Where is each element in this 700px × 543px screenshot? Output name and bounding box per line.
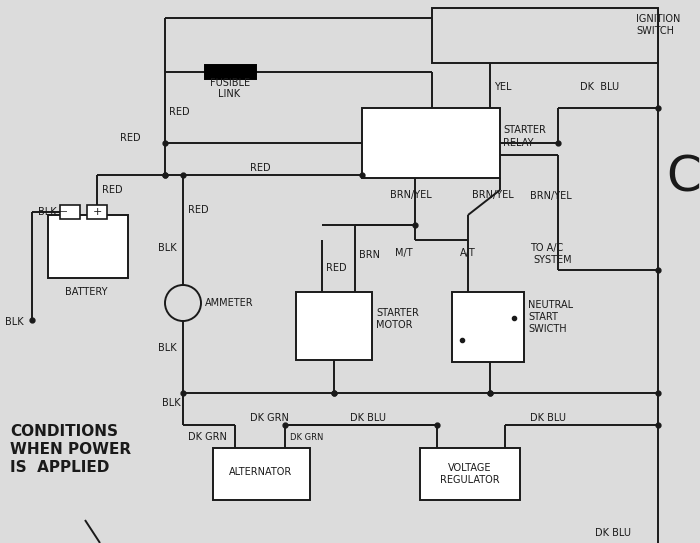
Text: STARTER: STARTER — [503, 125, 546, 135]
Text: START: START — [528, 312, 558, 322]
Text: STARTER: STARTER — [376, 308, 419, 318]
Text: TO A/C: TO A/C — [530, 243, 564, 253]
Bar — [420, 448, 520, 500]
Text: AMMETER: AMMETER — [205, 298, 253, 308]
Text: RED: RED — [326, 263, 346, 273]
Text: RED: RED — [102, 185, 122, 195]
Text: BLK: BLK — [158, 243, 176, 253]
Text: DK GRN: DK GRN — [290, 433, 323, 441]
Text: BLK: BLK — [162, 398, 181, 408]
Bar — [432, 8, 658, 63]
Text: DK GRN: DK GRN — [188, 432, 227, 442]
Bar — [205, 65, 256, 79]
Text: IS  APPLIED: IS APPLIED — [10, 460, 109, 476]
Bar — [296, 292, 372, 360]
Text: RED: RED — [169, 107, 190, 117]
Text: WHEN POWER: WHEN POWER — [10, 443, 131, 458]
Text: RED: RED — [188, 205, 209, 215]
Bar — [60, 205, 80, 219]
Text: NEUTRAL: NEUTRAL — [528, 300, 573, 310]
Text: DK GRN: DK GRN — [250, 413, 289, 423]
Text: DK BLU: DK BLU — [595, 528, 631, 538]
Text: LINK: LINK — [218, 89, 240, 99]
Text: BRN/YEL: BRN/YEL — [472, 190, 514, 200]
Text: SWICTH: SWICTH — [528, 324, 566, 334]
Text: +: + — [92, 207, 102, 217]
Text: REGULATOR: REGULATOR — [440, 475, 500, 485]
Text: SWITCH: SWITCH — [636, 26, 674, 36]
Text: DK  BLU: DK BLU — [580, 82, 619, 92]
Bar — [213, 448, 310, 500]
Text: BRN/YEL: BRN/YEL — [390, 190, 432, 200]
Text: DK BLU: DK BLU — [530, 413, 566, 423]
Text: RELAY: RELAY — [503, 138, 533, 148]
Text: VOLTAGE: VOLTAGE — [448, 463, 491, 473]
Text: BRN/YEL: BRN/YEL — [530, 191, 572, 201]
Text: BLK: BLK — [38, 207, 57, 217]
Bar — [87, 205, 107, 219]
Text: —: — — [59, 207, 67, 217]
Bar — [362, 108, 500, 178]
Text: BLK: BLK — [5, 317, 24, 327]
Text: M/T: M/T — [395, 248, 412, 258]
Bar — [452, 292, 524, 362]
Text: CO: CO — [666, 154, 700, 202]
Text: MOTOR: MOTOR — [376, 320, 412, 330]
Text: RED: RED — [120, 133, 141, 143]
Text: YEL: YEL — [494, 82, 512, 92]
Text: SYSTEM: SYSTEM — [533, 255, 572, 265]
Text: BATTERY: BATTERY — [64, 287, 107, 297]
Text: A/T: A/T — [460, 248, 476, 258]
Text: BLK: BLK — [158, 343, 176, 353]
Text: DK BLU: DK BLU — [350, 413, 386, 423]
Text: FUSIBLE: FUSIBLE — [210, 78, 250, 88]
Text: RED: RED — [250, 163, 271, 173]
Text: CONDITIONS: CONDITIONS — [10, 425, 118, 439]
Text: IGNITION: IGNITION — [636, 14, 680, 24]
Bar — [48, 215, 128, 278]
Text: BRN: BRN — [359, 250, 380, 260]
Text: ALTERNATOR: ALTERNATOR — [230, 467, 293, 477]
